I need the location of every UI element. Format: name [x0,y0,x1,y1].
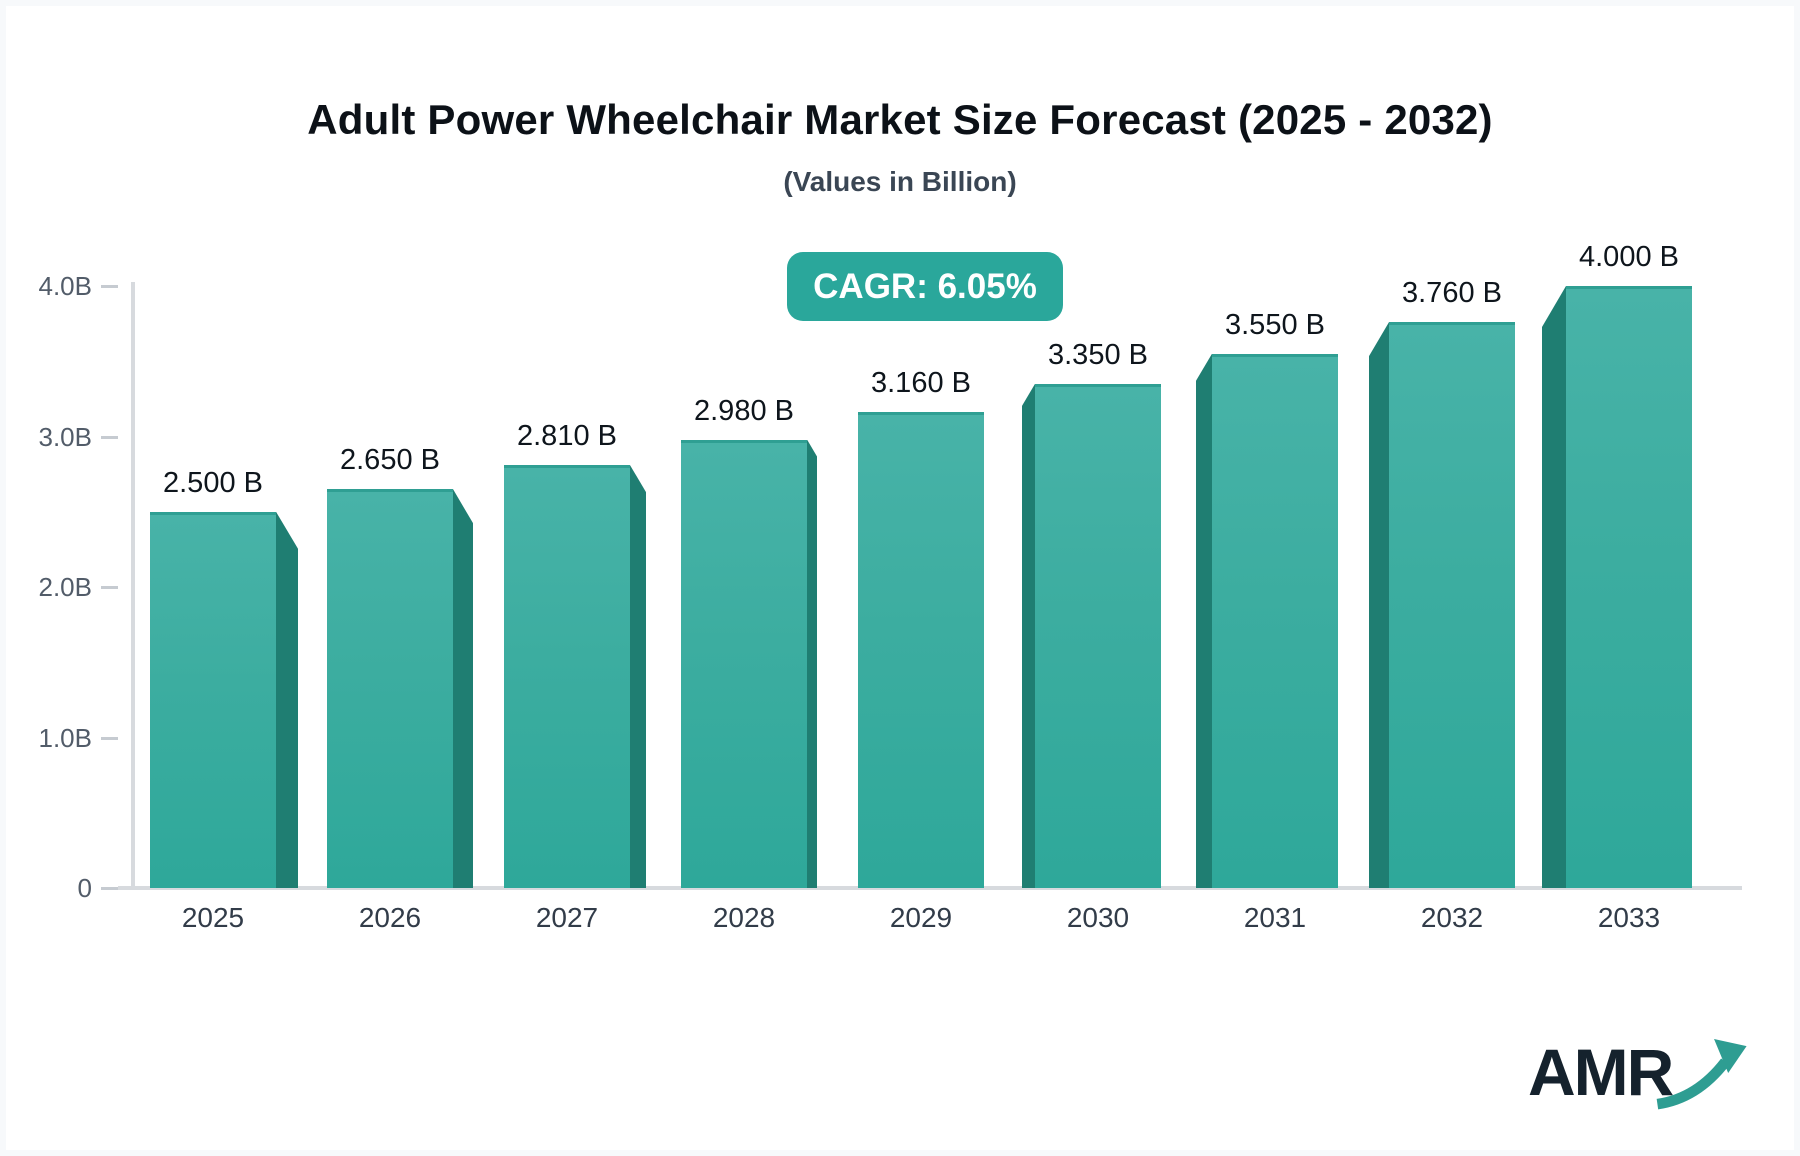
y-axis-tick-label: 4.0B [38,271,93,301]
bar-2033 [1566,286,1692,888]
bar-value-label-2030: 3.350 B [1048,338,1148,371]
bar-value-label-2025: 2.500 B [163,466,263,499]
bar-2030-depth-face [1022,383,1035,888]
bar-value-label-2029: 3.160 B [871,367,971,400]
bar-2028-depth-face [807,439,817,888]
bar-2029 [858,412,984,888]
cagr-badge-label: CAGR: 6.05% [813,266,1037,306]
bar-value-label-2031: 3.550 B [1225,308,1325,341]
amr-logo-text: AMR [1528,1035,1674,1109]
x-axis-baseline [118,886,1742,890]
x-axis-label-2030: 2030 [1066,902,1130,933]
y-axis-tick-label: 3.0B [38,421,93,452]
bar-2027-depth-face [630,465,646,888]
bar-2031 [1212,353,1338,888]
bar-2030 [1035,383,1161,888]
y-axis-line [131,282,135,890]
y-axis-tick-mark [101,285,118,288]
y-axis-tick-label: 0 [77,873,92,903]
y-axis-tick-mark [101,435,118,439]
y-axis-tick-mark [101,586,118,589]
y-axis-tick-mark [101,887,118,890]
bar-2025 [150,511,276,888]
y-axis-tick-label: 1.0B [38,722,93,753]
x-axis-label-2028: 2028 [712,902,776,933]
x-axis-label-2032: 2032 [1420,902,1484,933]
bar-2032 [1389,322,1515,888]
bar-value-label-2026: 2.650 B [340,444,440,477]
bar-value-label-2028: 2.980 B [694,394,794,427]
y-axis-tick-label: 2.0B [38,572,93,602]
cagr-badge: CAGR: 6.05% [787,252,1063,321]
amr-logo: AMR [1528,1028,1748,1120]
bar-value-label-2027: 2.810 B [517,420,617,453]
bar-2032-depth-face [1369,322,1389,888]
chart-title: Adult Power Wheelchair Market Size Forec… [307,96,1493,143]
bar-2026 [327,489,453,888]
trend-arrow-icon [1656,1039,1747,1110]
chart-subtitle: (Values in Billion) [783,166,1017,197]
y-axis-tick-mark [101,736,118,740]
bar-2031-depth-face [1196,353,1212,888]
bar-2028 [681,439,807,888]
x-axis-label-2026: 2026 [358,902,422,933]
bar-2026-depth-face [453,489,473,888]
x-axis-label-2029: 2029 [889,902,953,933]
x-axis-label-2025: 2025 [181,902,245,933]
bar-value-label-2033: 4.000 B [1579,241,1679,273]
bar-2027 [504,465,630,888]
bar-value-label-2032: 3.760 B [1402,277,1502,310]
x-axis-label-2033: 2033 [1597,902,1661,933]
bar-2025-depth-face [276,511,298,888]
x-axis-label-2027: 2027 [535,902,599,933]
bar-2033-depth-face [1542,286,1566,888]
x-axis-label-2031: 2031 [1243,902,1307,933]
